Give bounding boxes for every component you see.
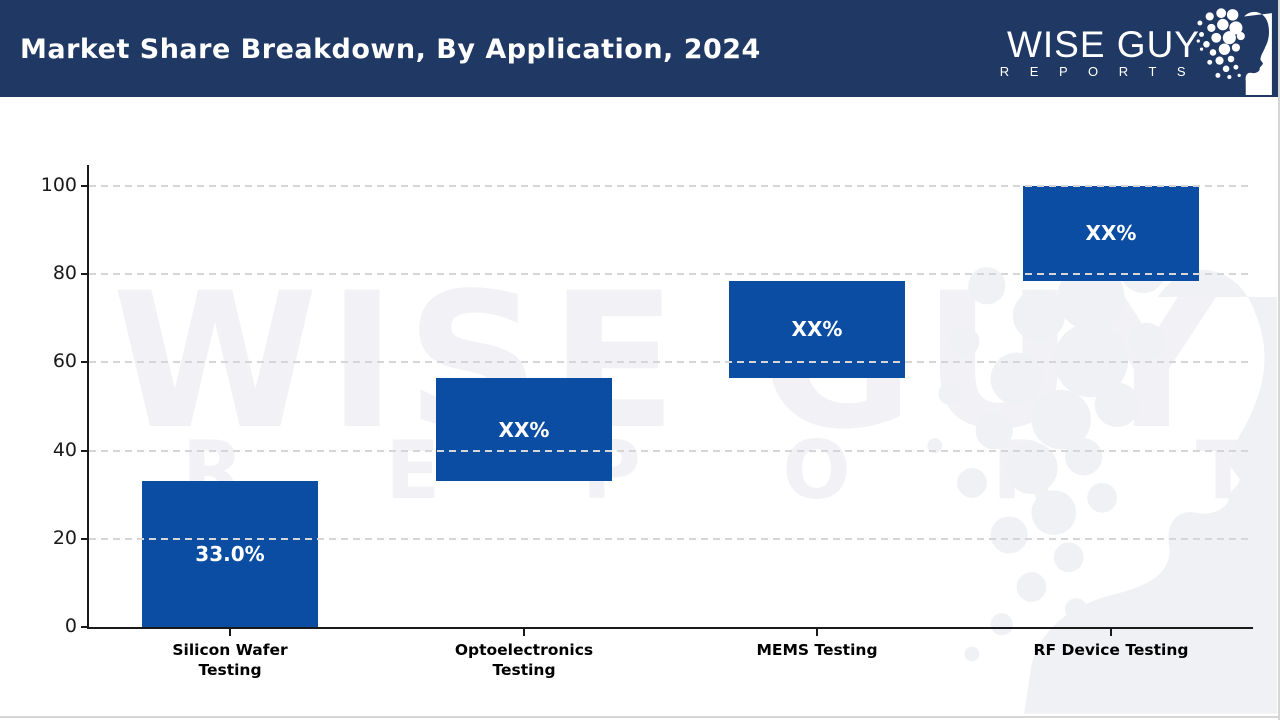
- bar-value-label: 33.0%: [195, 542, 265, 567]
- chart-plot-area: 0 20 40 60 80 100 33.0% XX% XX% XX% Silicon Wafer …: [0, 97, 1278, 720]
- y-tick-label: 20: [52, 526, 77, 549]
- watermark-head-icon: [927, 248, 1277, 714]
- y-axis-spine: [87, 165, 89, 629]
- x-tick-mark: [1110, 628, 1112, 636]
- y-tick-label: 40: [52, 438, 77, 461]
- logo-head-icon: [1196, 8, 1272, 95]
- y-gridline: [89, 361, 1253, 364]
- y-tick-mark: [81, 537, 89, 540]
- y-tick-mark: [81, 273, 89, 276]
- brand-logo: WISE GUY R E P O R T S: [1000, 0, 1272, 97]
- bar-value-label: XX%: [791, 317, 843, 342]
- y-gridline: [89, 449, 1253, 452]
- bottom-border: [0, 716, 1278, 718]
- y-tick-mark: [81, 361, 89, 364]
- x-tick-mark: [523, 628, 525, 636]
- bar-segment: 33.0%: [142, 481, 318, 627]
- x-category-label: RF Device Testing: [1033, 641, 1189, 659]
- y-tick-label: 0: [64, 615, 77, 637]
- y-tick-label: 60: [52, 350, 77, 373]
- y-tick-mark: [81, 185, 89, 187]
- x-category-label: MEMS Testing: [756, 641, 878, 659]
- x-tick-mark: [816, 628, 818, 636]
- y-gridline: [89, 537, 1253, 540]
- y-tick-label: 100: [40, 174, 77, 196]
- x-tick-mark: [229, 628, 231, 636]
- header-band: Market Share Breakdown, By Application, …: [0, 0, 1278, 97]
- bar-segment: XX%: [436, 377, 612, 482]
- bar-value-label: XX%: [1085, 221, 1137, 246]
- y-tick-label: 80: [52, 262, 77, 285]
- y-tick-mark: [81, 449, 89, 452]
- bar-value-label: XX%: [498, 417, 550, 442]
- logo-subtext: R E P O R T S: [999, 64, 1194, 79]
- y-gridline: [89, 185, 1253, 187]
- y-gridline: [89, 273, 1253, 276]
- x-category-label: Silicon Wafer Testing: [172, 641, 288, 680]
- bar-segment: XX%: [1023, 186, 1199, 281]
- logo-wordmark: WISE GUY: [1006, 24, 1200, 65]
- chart-title: Market Share Breakdown, By Application, …: [20, 34, 761, 65]
- x-category-label: Optoelectronics Testing: [454, 641, 594, 680]
- x-axis-spine: [87, 627, 1253, 629]
- y-tick-mark: [81, 626, 89, 628]
